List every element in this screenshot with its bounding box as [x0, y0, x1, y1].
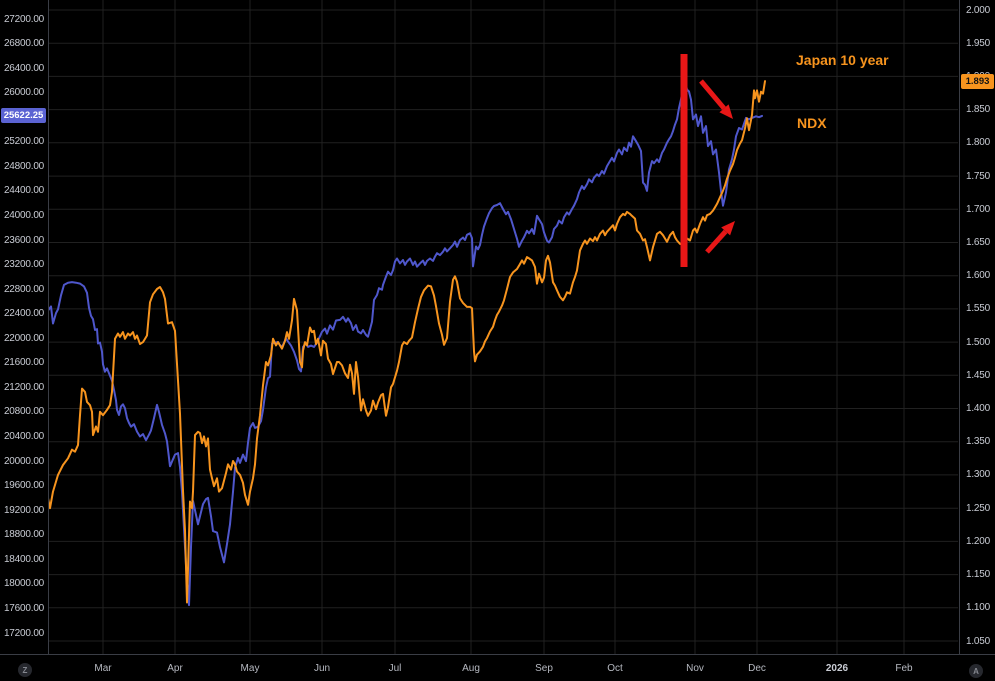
- right-axis-tick: 1.500: [965, 336, 991, 348]
- left-price-axis[interactable]: 25622.25 27200.00 26800.00 26400.00 26000.0…: [0, 0, 49, 654]
- left-axis-tick: 26800.00: [3, 38, 45, 50]
- japan-10-year-last-price-badge: 1.893: [961, 73, 994, 89]
- left-axis-tick: 18800.00: [3, 529, 45, 541]
- left-axis-tick: 18400.00: [3, 553, 45, 565]
- right-axis-tick: 1.600: [965, 270, 991, 282]
- time-axis[interactable]: Mar Apr May Jun Jul Aug Sep Oct Nov Dec 2026 Feb: [0, 654, 995, 681]
- time-axis-tick: Sep: [535, 663, 553, 674]
- left-axis-tick: 19200.00: [3, 504, 45, 516]
- right-axis-tick: 1.850: [965, 104, 991, 116]
- time-axis-tick: Jul: [388, 663, 402, 674]
- left-axis-tick: 26400.00: [3, 62, 45, 74]
- right-axis-tick: 1.700: [965, 203, 991, 215]
- left-axis-tick: 22800.00: [3, 283, 45, 295]
- time-axis-tick: Feb: [895, 663, 913, 674]
- left-axis-tick: 24400.00: [3, 185, 45, 197]
- annotation-label-ndx[interactable]: NDX: [797, 115, 827, 131]
- left-axis-tick: 19600.00: [3, 480, 45, 492]
- left-axis-tick: 22400.00: [3, 308, 45, 320]
- right-price-axis[interactable]: 1.893 2.0001.9501.9001.8501.8001.7501.70…: [959, 0, 995, 654]
- left-axis-tick: 20800.00: [3, 406, 45, 418]
- right-axis-tick: 1.250: [965, 502, 991, 514]
- left-axis-tick: 17600.00: [3, 602, 45, 614]
- ndx-last-price-badge: 25622.25: [1, 108, 46, 124]
- ndx-line: [47, 78, 763, 607]
- chart-plot-area[interactable]: [0, 0, 995, 654]
- time-axis-tick: Oct: [607, 663, 623, 674]
- right-axis-tick: 1.300: [965, 469, 991, 481]
- left-axis-tick: 20000.00: [3, 455, 45, 467]
- time-axis-tick: May: [240, 663, 260, 674]
- right-axis-tick: 1.550: [965, 303, 991, 315]
- right-axis-tick: 1.750: [965, 170, 991, 182]
- left-axis-tick: 24800.00: [3, 160, 45, 172]
- timezone-badge-icon[interactable]: Z: [18, 663, 32, 677]
- time-axis-tick: Dec: [748, 663, 766, 674]
- right-axis-tick: 1.100: [965, 602, 991, 614]
- right-axis-tick: 1.800: [965, 137, 991, 149]
- left-axis-tick: 20400.00: [3, 431, 45, 443]
- left-axis-tick: 21200.00: [3, 381, 45, 393]
- right-axis-tick: 1.650: [965, 236, 991, 248]
- left-axis-tick: 24000.00: [3, 209, 45, 221]
- right-axis-tick: 1.200: [965, 535, 991, 547]
- time-axis-tick: 2026: [825, 663, 849, 674]
- left-axis-tick: 26000.00: [3, 87, 45, 99]
- auto-scale-badge-icon[interactable]: A: [969, 664, 983, 678]
- time-axis-tick: Aug: [462, 663, 480, 674]
- time-axis-tick: Apr: [167, 663, 183, 674]
- right-axis-tick: 1.950: [965, 37, 991, 49]
- right-axis-tick: 1.150: [965, 569, 991, 581]
- red-arrow-drawing-2[interactable]: [705, 221, 735, 254]
- time-axis-tick: Nov: [686, 663, 704, 674]
- left-axis-tick: 25200.00: [3, 136, 45, 148]
- right-axis-tick: 1.350: [965, 436, 991, 448]
- right-axis-tick: 1.400: [965, 403, 991, 415]
- time-axis-tick: Jun: [313, 663, 331, 674]
- left-axis-tick: 18000.00: [3, 578, 45, 590]
- left-axis-tick: 22000.00: [3, 332, 45, 344]
- time-axis-tick: Mar: [94, 663, 112, 674]
- left-axis-tick: 23200.00: [3, 259, 45, 271]
- left-axis-tick: 23600.00: [3, 234, 45, 246]
- left-axis-tick: 17200.00: [3, 627, 45, 639]
- annotation-label-japan-10-year[interactable]: Japan 10 year: [796, 52, 889, 68]
- left-axis-tick: 27200.00: [3, 13, 45, 25]
- right-axis-tick: 1.450: [965, 369, 991, 381]
- left-axis-tick: 21600.00: [3, 357, 45, 369]
- right-axis-tick: 1.050: [965, 635, 991, 647]
- japan-10-year-line: [47, 80, 766, 604]
- red-arrow-drawing-1[interactable]: [699, 79, 733, 119]
- right-axis-tick: 2.000: [965, 4, 991, 16]
